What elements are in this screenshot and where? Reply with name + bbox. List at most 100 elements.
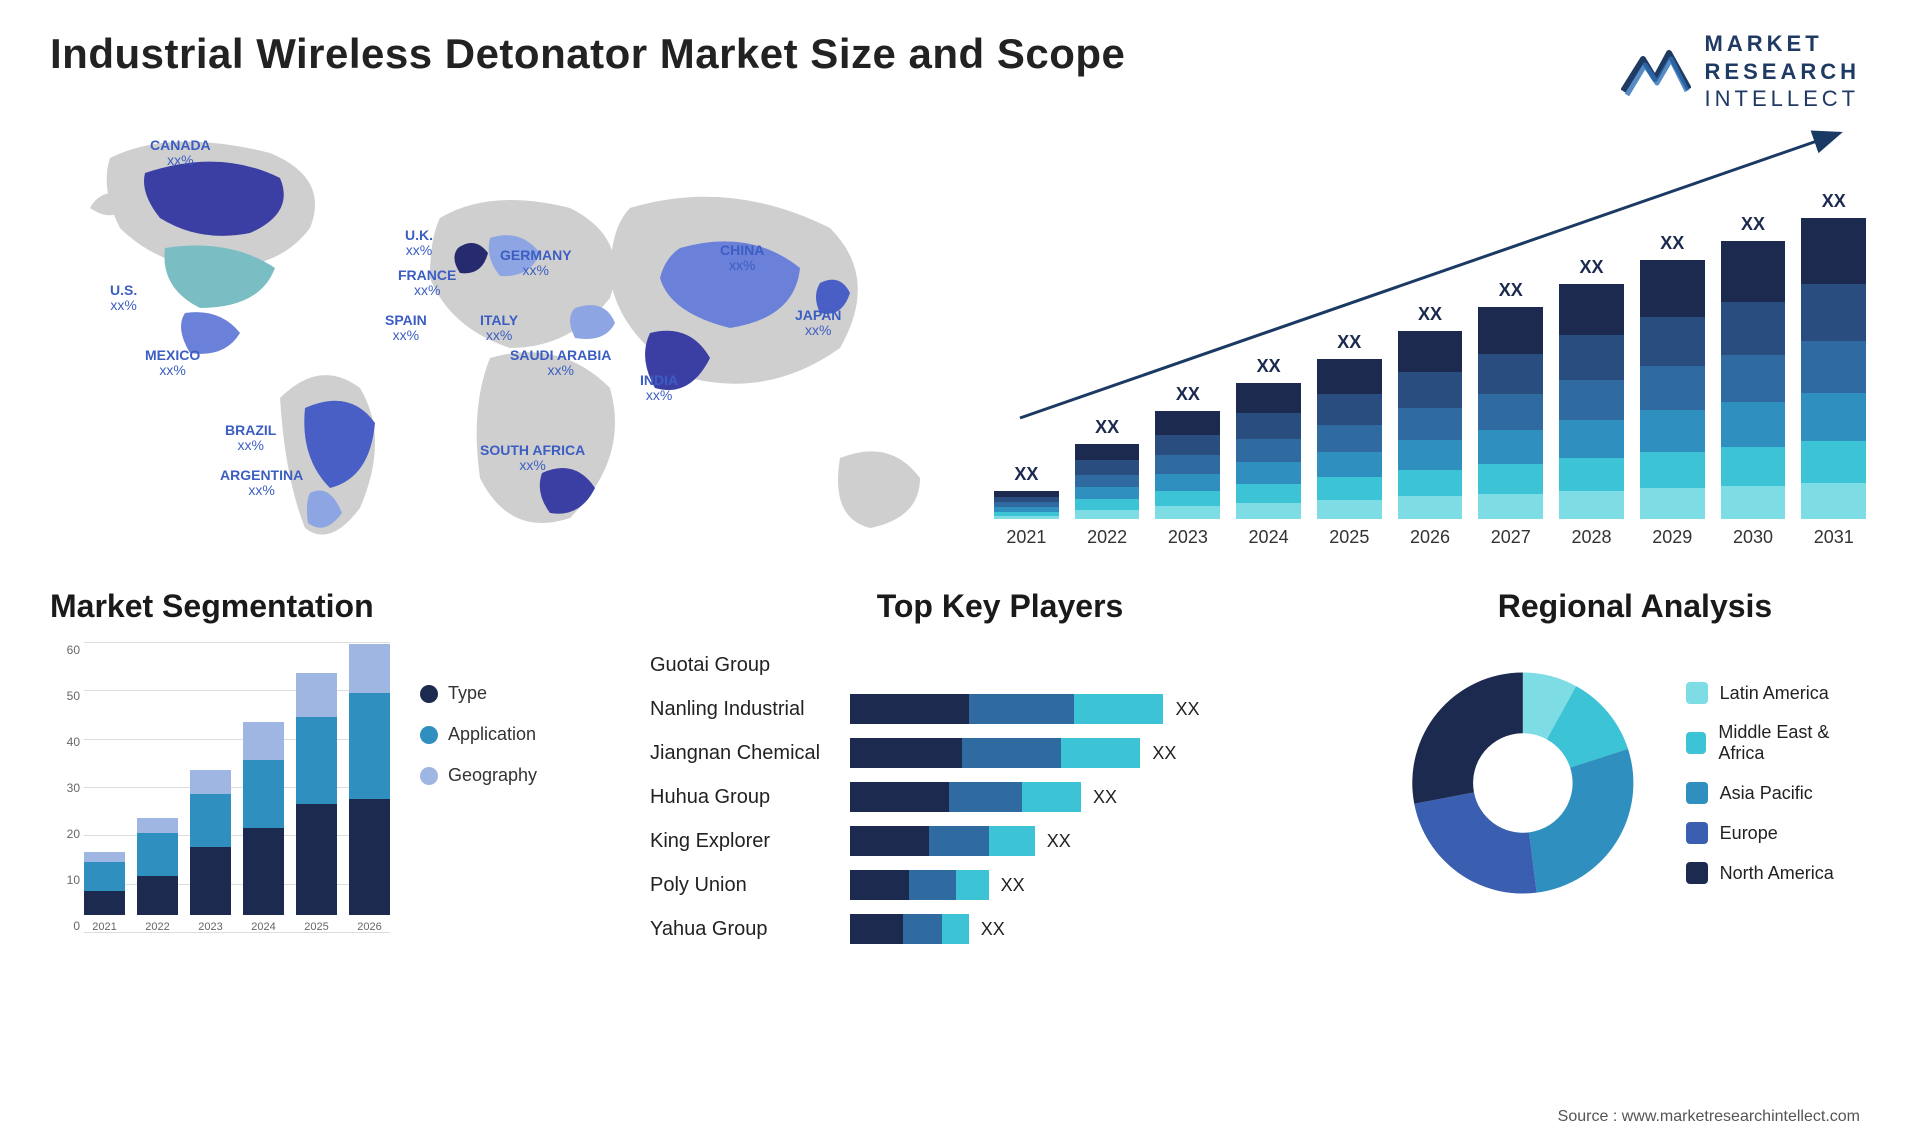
donut-slice xyxy=(1414,792,1536,893)
seg-year-label: 2025 xyxy=(304,921,328,933)
map-label: GERMANYxx% xyxy=(500,248,572,279)
legend-label: Latin America xyxy=(1720,683,1829,704)
player-name: Poly Union xyxy=(650,874,850,897)
growth-column: XX2027 xyxy=(1478,280,1543,548)
growth-segment xyxy=(1721,355,1786,402)
seg-year-label: 2023 xyxy=(198,921,222,933)
growth-column: XX 2028 xyxy=(1559,257,1624,548)
seg-segment xyxy=(137,833,178,877)
segmentation-title: Market Segmentation xyxy=(50,588,600,625)
growth-value-label: XX xyxy=(1418,304,1442,325)
player-value: XX xyxy=(1093,787,1117,808)
growth-segment xyxy=(1478,354,1543,394)
seg-ytick: 10 xyxy=(67,873,80,887)
growth-segment xyxy=(1075,475,1140,488)
player-row: Huhua Group XX xyxy=(650,775,1350,819)
growth-year-label: 2025 xyxy=(1329,527,1369,548)
growth-value-label: XX xyxy=(1257,356,1281,377)
player-segment xyxy=(1061,738,1140,768)
player-row: Poly UnionXX xyxy=(650,863,1350,907)
legend-swatch xyxy=(420,767,438,785)
player-name: Jiangnan Chemical xyxy=(650,742,850,765)
player-row: Guotai Group xyxy=(650,643,1350,687)
regional-title: Regional Analysis xyxy=(1400,588,1870,625)
legend-swatch xyxy=(1686,782,1708,804)
growth-column: XX2022 xyxy=(1075,417,1140,548)
growth-segment xyxy=(1721,241,1786,302)
map-label: SAUDI ARABIAxx% xyxy=(510,348,611,379)
growth-segment xyxy=(1559,284,1624,336)
growth-segment xyxy=(1640,317,1705,366)
player-row: Yahua GroupXX xyxy=(650,907,1350,951)
seg-column: 2025 xyxy=(296,673,337,933)
growth-segment xyxy=(1478,307,1543,354)
legend-label: Middle East & Africa xyxy=(1718,722,1870,764)
growth-year-label: 2029 xyxy=(1652,527,1692,548)
page-title: Industrial Wireless Detonator Market Siz… xyxy=(50,30,1870,78)
growth-segment xyxy=(1155,491,1220,506)
player-name: Huhua Group xyxy=(650,786,850,809)
growth-segment xyxy=(1721,402,1786,446)
legend-swatch xyxy=(1686,822,1708,844)
growth-segment xyxy=(1317,394,1382,424)
player-bar xyxy=(850,826,1035,856)
map-label: CHINAxx% xyxy=(720,243,764,274)
growth-segment xyxy=(1640,488,1705,519)
growth-segment xyxy=(1721,302,1786,355)
growth-year-label: 2022 xyxy=(1087,527,1127,548)
seg-segment xyxy=(190,794,231,847)
regional-donut xyxy=(1400,653,1646,913)
growth-segment xyxy=(1075,444,1140,461)
player-segment xyxy=(962,738,1061,768)
donut-slice xyxy=(1529,749,1633,893)
map-label: MEXICOxx% xyxy=(145,348,200,379)
growth-value-label: XX xyxy=(1499,280,1523,301)
map-label: SPAINxx% xyxy=(385,313,427,344)
seg-segment xyxy=(137,876,178,915)
seg-segment xyxy=(243,760,284,828)
seg-column: 2022 xyxy=(137,818,178,933)
player-name: Guotai Group xyxy=(650,654,850,677)
growth-segment xyxy=(1155,411,1220,435)
regional-legend-item: Asia Pacific xyxy=(1686,782,1870,804)
growth-segment xyxy=(1236,413,1301,439)
legend-swatch xyxy=(1686,732,1707,754)
growth-segment xyxy=(1559,380,1624,420)
growth-segment xyxy=(1317,477,1382,499)
growth-segment xyxy=(1801,284,1866,341)
seg-segment xyxy=(190,847,231,915)
player-name: King Explorer xyxy=(650,830,850,853)
growth-year-label: 2028 xyxy=(1571,527,1611,548)
map-label: ARGENTINAxx% xyxy=(220,468,303,499)
seg-column: 2023 xyxy=(190,770,231,933)
growth-value-label: XX xyxy=(1014,464,1038,485)
growth-chart: XX2021XX2022XX2023XX2024XX2025XX2026XX20… xyxy=(990,118,1870,548)
growth-segment xyxy=(1478,464,1543,494)
seg-ytick: 20 xyxy=(67,827,80,841)
growth-column: XX 2025 xyxy=(1317,332,1382,548)
player-segment xyxy=(850,826,929,856)
seg-legend-item: Type xyxy=(420,683,537,704)
growth-column: XX2024 xyxy=(1236,356,1301,548)
growth-year-label: 2021 xyxy=(1006,527,1046,548)
seg-year-label: 2021 xyxy=(92,921,116,933)
players-section: Top Key Players Guotai GroupNanling Indu… xyxy=(650,588,1350,998)
player-row: Jiangnan ChemicalXX xyxy=(650,731,1350,775)
player-row: King ExplorerXX xyxy=(650,819,1350,863)
players-title: Top Key Players xyxy=(650,588,1350,625)
player-segment xyxy=(989,826,1035,856)
seg-legend-item: Geography xyxy=(420,765,537,786)
growth-segment xyxy=(1155,506,1220,519)
growth-segment xyxy=(1801,483,1866,519)
growth-value-label: XX xyxy=(1337,332,1361,353)
map-label: INDIAxx% xyxy=(640,373,678,404)
donut-slice xyxy=(1412,672,1523,803)
player-segment xyxy=(929,826,988,856)
seg-segment xyxy=(190,770,231,794)
growth-segment xyxy=(1317,425,1382,452)
growth-value-label: XX xyxy=(1580,257,1604,278)
growth-column: XX2026 xyxy=(1398,304,1463,548)
player-segment xyxy=(969,694,1075,724)
legend-label: Europe xyxy=(1720,823,1778,844)
growth-segment xyxy=(1075,460,1140,474)
